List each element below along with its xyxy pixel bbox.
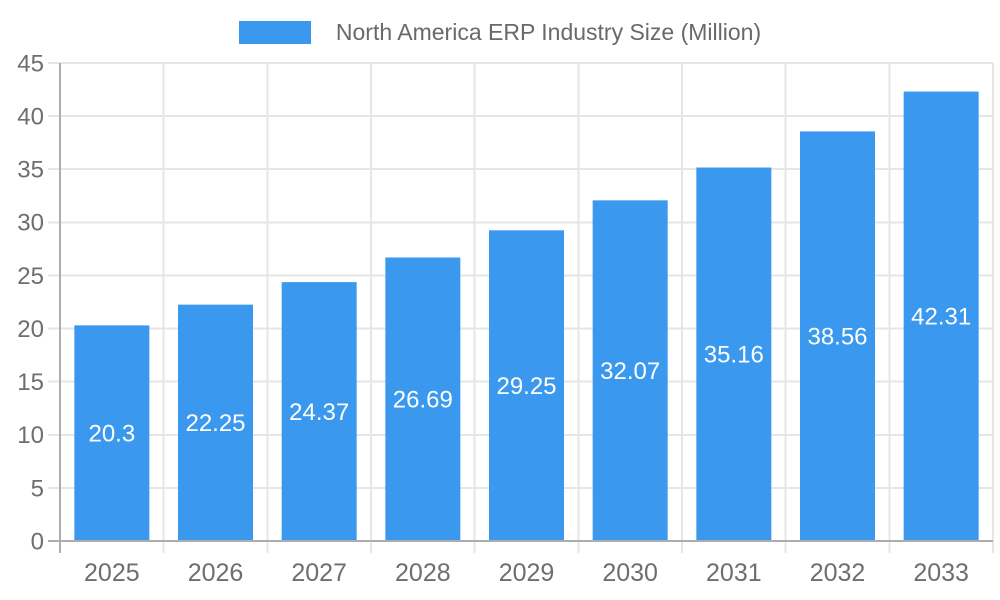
bar-value-label: 24.37 xyxy=(289,399,349,426)
y-tick-label: 20 xyxy=(17,316,44,343)
bar-value-label: 32.07 xyxy=(600,358,660,385)
y-tick-label: 25 xyxy=(17,263,44,290)
x-tick-label: 2028 xyxy=(395,559,451,587)
y-tick-label: 15 xyxy=(17,369,44,396)
legend[interactable]: North America ERP Industry Size (Million… xyxy=(0,18,1000,46)
bar-2032[interactable] xyxy=(800,131,875,541)
legend-label: North America ERP Industry Size (Million… xyxy=(335,19,762,45)
bar-value-label: 20.3 xyxy=(88,421,135,448)
x-tick-label: 2029 xyxy=(499,559,555,587)
y-tick-label: 40 xyxy=(17,104,44,131)
x-tick-label: 2026 xyxy=(188,559,244,587)
x-tick-label: 2025 xyxy=(84,559,140,587)
bar-value-label: 22.25 xyxy=(185,410,245,437)
bar-value-label: 29.25 xyxy=(496,373,556,400)
bar-value-label: 26.69 xyxy=(393,387,453,414)
x-tick-label: 2027 xyxy=(291,559,347,587)
bar-2026[interactable] xyxy=(178,304,253,541)
y-tick-label: 10 xyxy=(17,422,44,449)
bar-value-label: 42.31 xyxy=(911,304,971,331)
bar-2030[interactable] xyxy=(592,200,668,541)
bar-2028[interactable] xyxy=(385,257,461,541)
y-tick-label: 0 xyxy=(31,528,44,555)
bar-2027[interactable] xyxy=(281,282,357,541)
bar-2025[interactable] xyxy=(74,325,150,541)
bar-2033[interactable] xyxy=(903,91,979,541)
bar-value-label: 35.16 xyxy=(704,342,764,369)
x-tick-label: 2032 xyxy=(810,559,866,587)
x-tick-label: 2030 xyxy=(602,559,658,587)
y-tick-label: 35 xyxy=(17,157,44,184)
bar-2029[interactable] xyxy=(489,230,564,542)
y-tick-label: 5 xyxy=(31,475,44,502)
y-tick-label: 30 xyxy=(17,210,44,237)
y-tick-label: 45 xyxy=(17,50,44,77)
bar-value-label: 38.56 xyxy=(807,324,867,351)
x-tick-label: 2033 xyxy=(913,559,969,587)
x-tick-label: 2031 xyxy=(706,559,762,587)
bar-2031[interactable] xyxy=(696,167,772,542)
legend-swatch[interactable] xyxy=(238,20,311,44)
